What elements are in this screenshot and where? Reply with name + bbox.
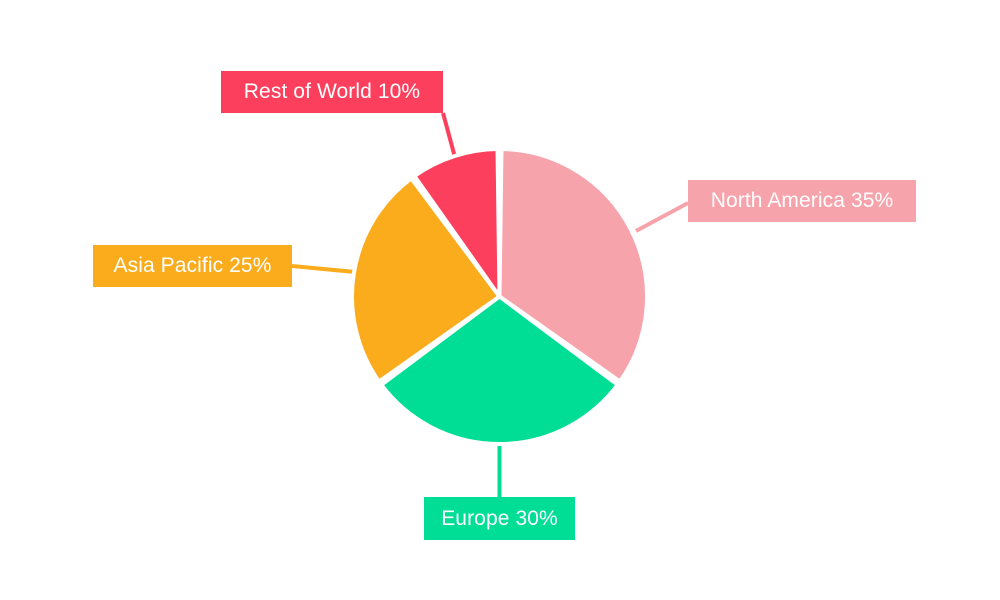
pie-label-text: North America 35% [710,189,894,212]
leader-line [441,112,458,162]
pie-label-asia-pacific[interactable]: Asia Pacific 25% [93,245,292,287]
pie-slice-rest-of-world[interactable] [412,147,502,299]
leader-line [291,264,356,274]
pie-label-text: Rest of World 10% [243,80,421,103]
leader-lines-group [291,112,689,497]
pie-label-text: Asia Pacific 25% [113,254,272,277]
pie-slice-europe[interactable] [379,294,620,446]
pie-label-north-america[interactable]: North America 35% [688,180,916,222]
leader-line [635,201,689,233]
pie-slice-north-america[interactable] [497,147,649,384]
pie-label-europe[interactable]: Europe 30% [424,497,575,540]
pie-label-text: Europe 30% [441,506,558,530]
pie-slices-group [350,147,649,446]
pie-label-rest-of-world[interactable]: Rest of World 10% [221,71,443,113]
pie-slice-asia-pacific[interactable] [350,176,502,384]
